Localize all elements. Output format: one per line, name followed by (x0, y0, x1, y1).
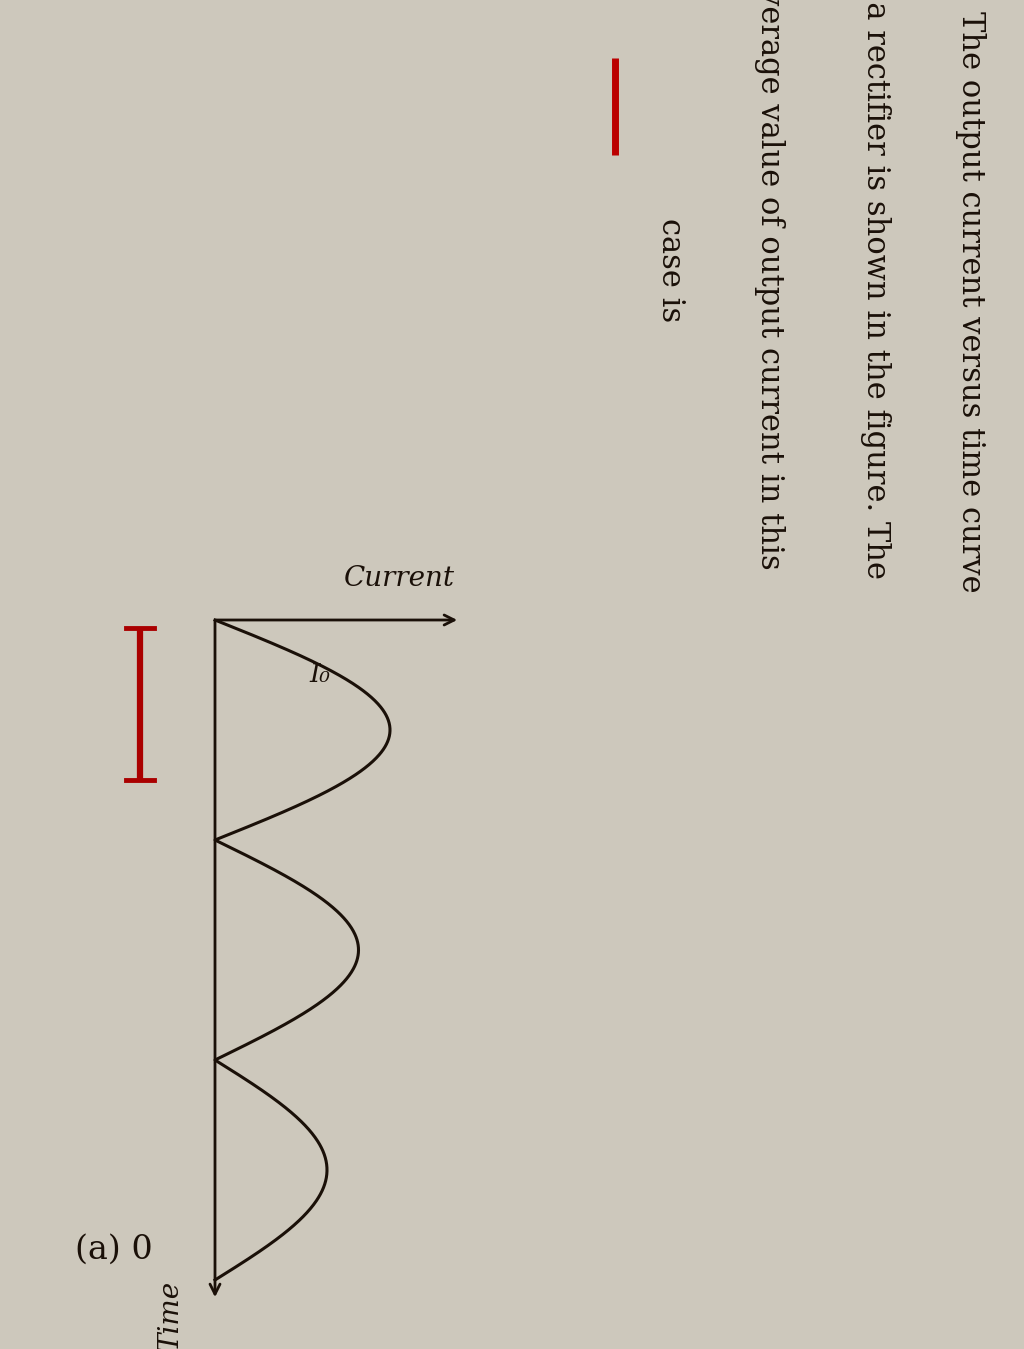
Text: (a) 0: (a) 0 (75, 1234, 153, 1265)
Text: Time: Time (157, 1280, 183, 1349)
Text: average value of output current in this: average value of output current in this (755, 0, 785, 569)
Text: case is: case is (654, 219, 685, 322)
Text: of a rectifier is shown in the figure. The: of a rectifier is shown in the figure. T… (859, 0, 891, 579)
Text: Current: Current (344, 565, 455, 592)
Text: Q1. The output current versus time curve: Q1. The output current versus time curve (954, 0, 985, 592)
Text: I₀: I₀ (309, 662, 331, 688)
